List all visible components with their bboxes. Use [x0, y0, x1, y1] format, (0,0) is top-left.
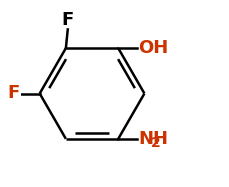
Text: OH: OH	[138, 39, 168, 57]
Text: F: F	[62, 10, 74, 29]
Text: F: F	[8, 85, 20, 102]
Text: 2: 2	[151, 136, 161, 150]
Text: NH: NH	[138, 130, 168, 148]
